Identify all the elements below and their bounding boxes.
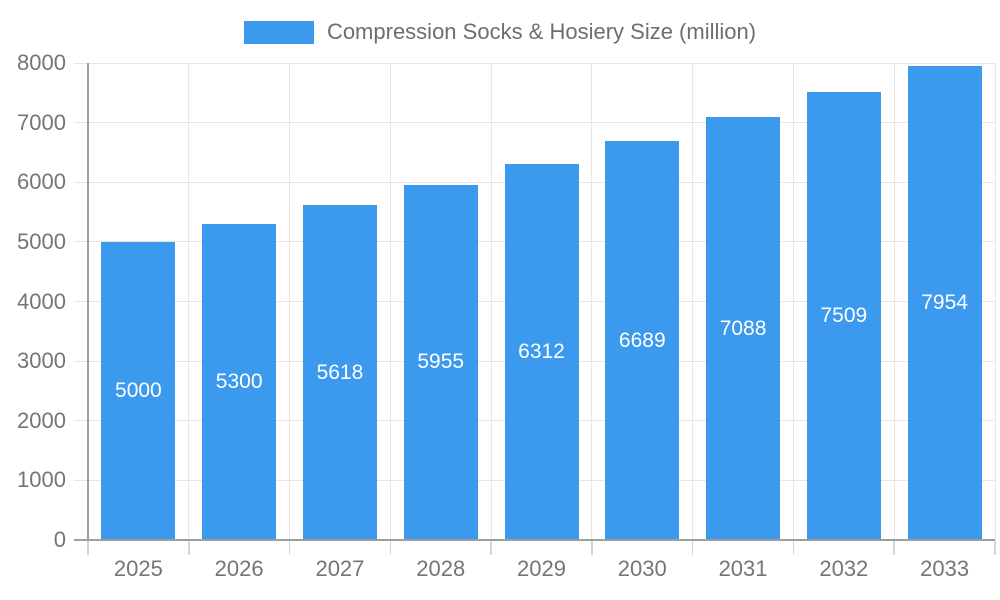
x-axis-tick-label: 2029 — [517, 556, 566, 581]
x-axis-tick — [591, 541, 593, 555]
v-gridline — [792, 63, 794, 540]
x-axis-tick-label: 2025 — [113, 556, 163, 581]
bar-value-label: 7088 — [719, 316, 767, 340]
x-axis-tick-label: 2033 — [920, 556, 970, 581]
y-axis-line — [87, 63, 89, 540]
x-axis-tick — [792, 541, 795, 555]
bar-2025[interactable] — [101, 241, 176, 540]
v-gridline — [389, 63, 391, 540]
y-axis-tick-label: 7000 — [17, 109, 66, 135]
x-axis-line — [74, 539, 995, 541]
y-axis-tick-label: 4000 — [17, 288, 66, 314]
v-gridline — [692, 63, 694, 540]
bar-2031[interactable] — [706, 117, 781, 540]
bar-2026[interactable] — [202, 223, 277, 540]
x-axis-tick — [994, 541, 996, 555]
bar-value-label: 5955 — [417, 350, 465, 374]
v-gridline — [490, 63, 492, 540]
y-axis-tick-label: 2000 — [17, 407, 66, 433]
legend-swatch — [243, 20, 314, 44]
x-axis-tick — [288, 541, 291, 555]
legend-series-label: Compression Socks & Hosiery Size (millio… — [326, 19, 757, 44]
x-axis-tick-label: 2027 — [315, 556, 365, 581]
bar-value-label: 6312 — [518, 339, 565, 363]
chart-legend[interactable]: Compression Socks & Hosiery Size (millio… — [0, 19, 1000, 45]
bar-2027[interactable] — [302, 205, 377, 540]
x-axis-tick-label: 2032 — [819, 556, 869, 581]
x-axis-tick — [188, 541, 190, 555]
h-gridline — [74, 122, 995, 124]
x-axis-tick-label: 2028 — [416, 556, 466, 581]
x-axis-tick — [490, 541, 492, 555]
y-axis-tick-label: 1000 — [17, 467, 66, 493]
y-axis-tick-label: 0 — [53, 527, 66, 552]
x-axis-tick — [893, 541, 895, 555]
bar-2032[interactable] — [806, 92, 881, 540]
y-axis-tick-label: 6000 — [17, 169, 66, 195]
bar-value-label: 6689 — [618, 328, 666, 352]
x-axis-tick — [87, 541, 89, 555]
x-axis-tick — [691, 541, 694, 555]
x-axis-tick — [389, 541, 392, 555]
bar-value-label: 5000 — [115, 378, 162, 402]
y-axis-tick-label: 3000 — [17, 348, 66, 374]
x-axis-tick-label: 2026 — [214, 556, 264, 581]
v-gridline — [591, 63, 593, 540]
v-gridline — [893, 63, 895, 540]
x-axis-tick-label: 2031 — [718, 556, 768, 581]
bar-2028[interactable] — [403, 184, 478, 540]
bar-value-label: 7954 — [921, 290, 968, 314]
v-gridline — [188, 63, 190, 540]
bar-2030[interactable] — [605, 141, 680, 540]
v-gridline — [289, 63, 291, 540]
y-axis-tick-label: 8000 — [17, 50, 66, 75]
bar-value-label: 5300 — [215, 369, 263, 393]
x-axis-tick-label: 2030 — [617, 556, 667, 581]
h-gridline — [74, 62, 995, 64]
bar-2029[interactable] — [504, 163, 579, 540]
y-axis-tick-label: 5000 — [17, 228, 66, 254]
bar-value-label: 5618 — [316, 360, 364, 384]
bar-value-label: 7509 — [820, 304, 868, 328]
bar-2033[interactable] — [907, 65, 982, 540]
v-gridline — [994, 63, 996, 540]
